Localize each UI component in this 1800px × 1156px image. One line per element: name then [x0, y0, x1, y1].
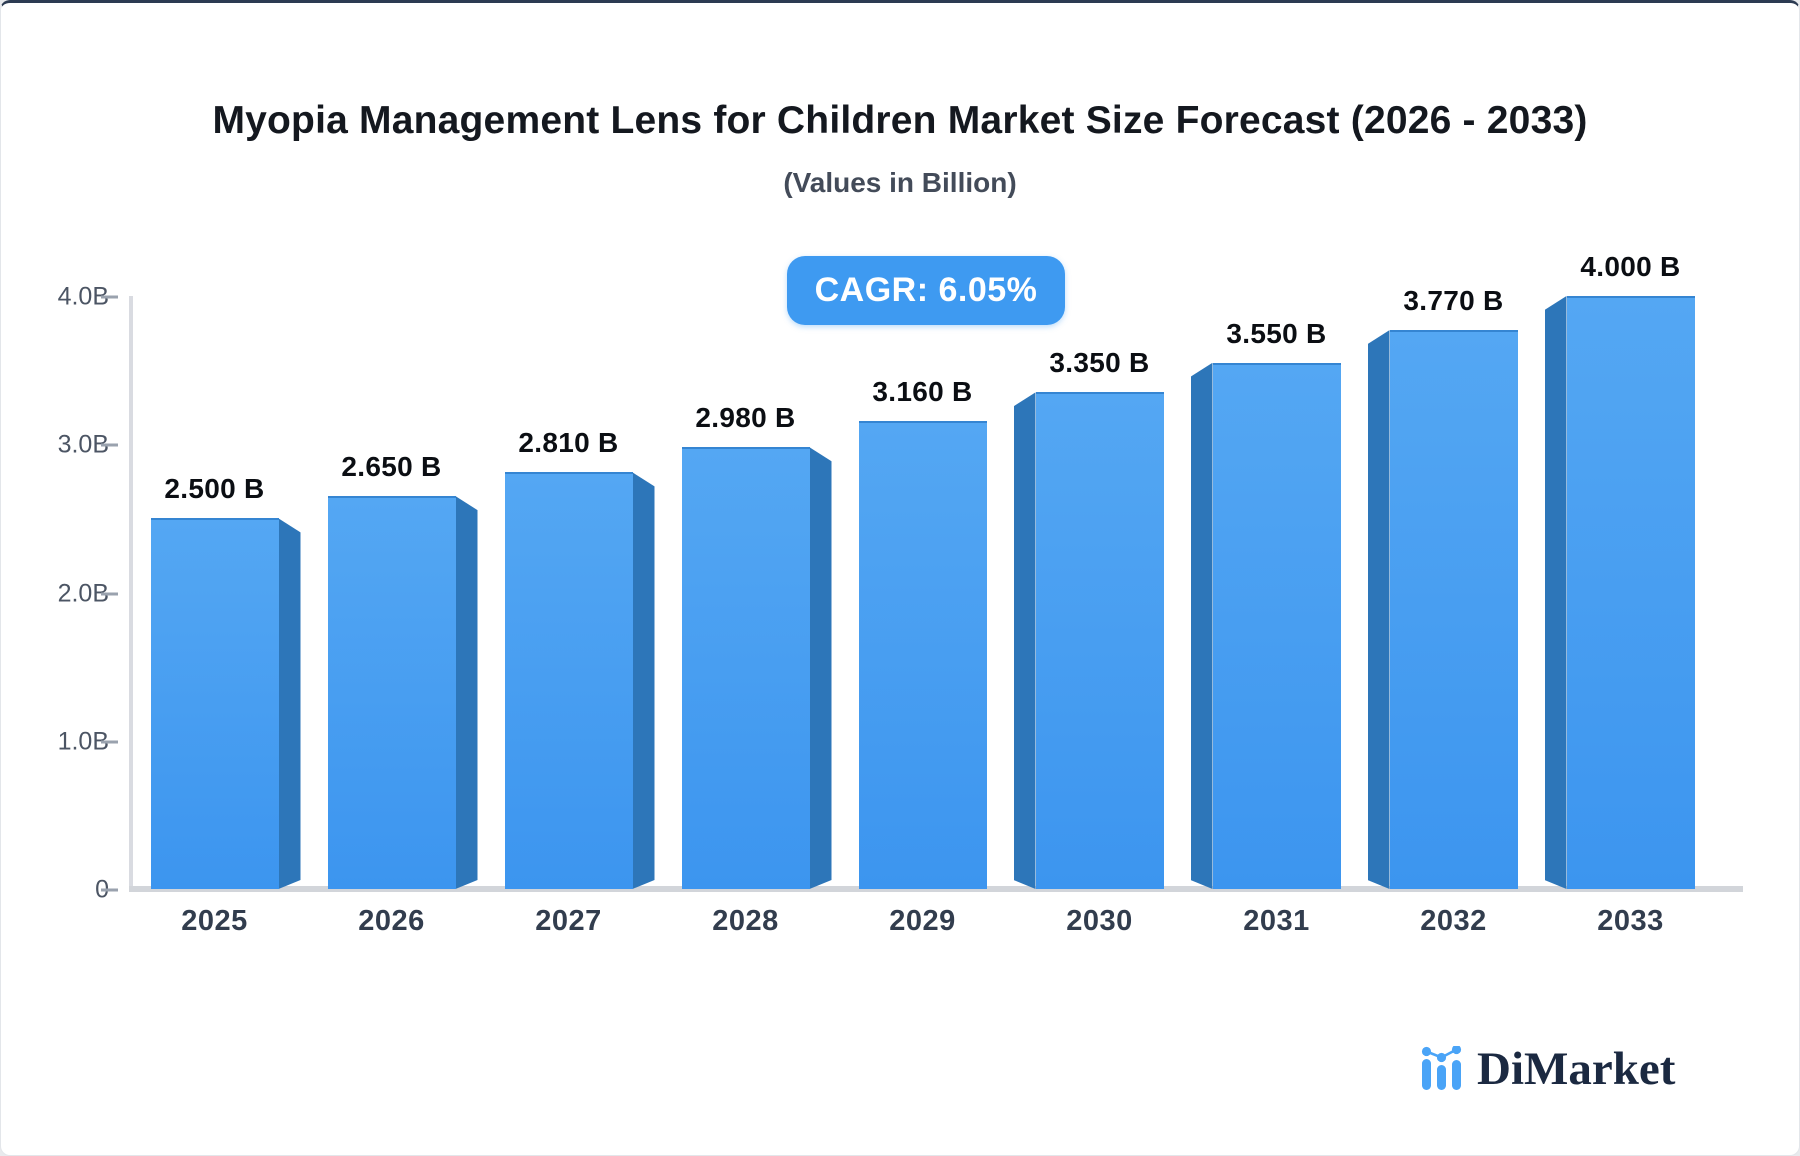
plot-area: 0 1.0B 2.0B 3.0B 4.0B 2.500 B 2.650 B 2.810 B 2… [1, 3, 1799, 1155]
bar-side-face-2025 [279, 518, 301, 889]
x-axis-label-2028: 2028 [712, 905, 779, 937]
bar-value-label-2028: 2.980 B [695, 402, 796, 434]
cagr-badge: CAGR: 6.05% [787, 256, 1065, 325]
bar-value-label-2033: 4.000 B [1580, 251, 1681, 282]
x-axis-label-2031: 2031 [1243, 905, 1310, 937]
bar-side-face-2030 [1014, 392, 1036, 889]
bar-value-label-2027: 2.810 B [518, 427, 619, 459]
y-tick-mark [101, 592, 118, 595]
y-tick-mark [101, 295, 118, 299]
bar-2032 [1389, 330, 1518, 889]
bar-side-face-2033 [1545, 296, 1567, 889]
bar-side-face-2027 [633, 472, 655, 889]
brand-logo-text: DiMarket [1477, 1043, 1676, 1095]
chart-title: Myopia Management Lens for Children Mark… [212, 99, 1588, 142]
y-tick-label: 3.0B [57, 430, 109, 459]
bar-side-face-2026 [456, 496, 478, 889]
y-tick-mark [101, 740, 118, 744]
x-axis-label-2029: 2029 [889, 905, 956, 937]
bar-2027 [504, 472, 633, 889]
bar-2028 [681, 447, 810, 889]
bar-side-face-2028 [810, 447, 832, 889]
x-axis-label-2026: 2026 [358, 905, 425, 937]
x-axis-label-2030: 2030 [1066, 905, 1133, 937]
x-axis-label-2025: 2025 [181, 905, 248, 937]
bar-value-label-2026: 2.650 B [341, 451, 442, 483]
bar-2030 [1035, 392, 1164, 889]
brand-logo: DiMarket [1421, 1043, 1675, 1095]
y-tick-mark [101, 888, 118, 892]
y-tick-label: 2.0B [57, 579, 109, 607]
bar-value-label-2032: 3.770 B [1403, 285, 1504, 317]
bar-2026 [327, 496, 456, 889]
y-tick-mark [101, 443, 118, 447]
y-tick-label: 0 [19, 876, 109, 905]
bar-2025 [150, 518, 279, 889]
bar-2031 [1212, 362, 1341, 889]
bar-2033 [1566, 296, 1695, 889]
y-tick-label: 1.0B [57, 727, 109, 756]
chart-subtitle: (Values in Billion) [783, 167, 1017, 198]
x-axis-label-2027: 2027 [535, 905, 602, 937]
y-axis-line [129, 296, 133, 890]
bar-value-label-2031: 3.550 B [1226, 317, 1327, 349]
y-tick-label: 4.0B [57, 282, 109, 311]
bar-side-face-2032 [1368, 330, 1390, 889]
bar-2029 [858, 420, 987, 889]
chart-bars-icon [1421, 1046, 1462, 1090]
x-axis-label-2033: 2033 [1597, 905, 1664, 937]
bar-value-label-2030: 3.350 B [1049, 347, 1150, 379]
x-axis-label-2032: 2032 [1420, 905, 1487, 937]
bar-value-label-2029: 3.160 B [872, 375, 973, 407]
x-axis-line [129, 886, 1743, 892]
bar-value-label-2025: 2.500 B [164, 473, 265, 505]
bar-side-face-2031 [1191, 363, 1213, 889]
